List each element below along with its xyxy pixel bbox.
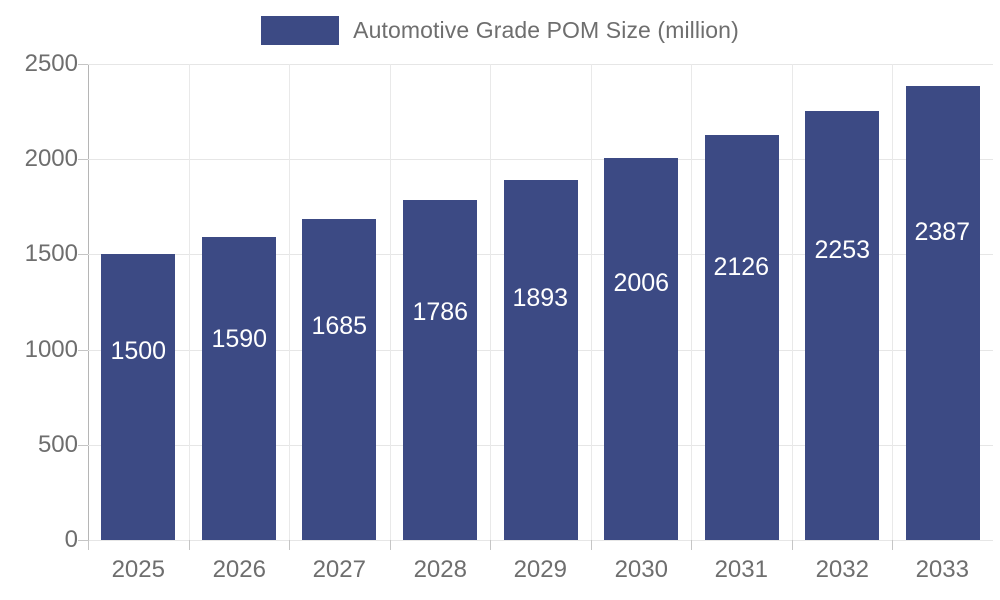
legend-swatch-automotive-grade-pom-size (261, 15, 340, 45)
x-axis-tick-mark (792, 540, 793, 550)
x-axis-tick-label: 2028 (413, 556, 467, 583)
bar[interactable] (906, 85, 980, 540)
gridline-vertical (792, 64, 793, 540)
y-axis-tick-label: 500 (37, 430, 78, 458)
bar[interactable] (604, 158, 678, 540)
gridline-horizontal (88, 540, 993, 541)
y-axis-tick-label: 2500 (24, 50, 78, 77)
plot-area: 1500 1590 1685 1786 1893 2006 2126 2253 2387 (88, 64, 993, 541)
x-axis-tick-mark (892, 540, 893, 550)
chart-legend: Automotive Grade POM Size (million) (0, 12, 1000, 48)
legend-label-automotive-grade-pom-size: Automotive Grade POM Size (million) (353, 16, 739, 43)
y-axis-tick-label: 2000 (24, 145, 78, 173)
y-axis-tick-mark (78, 254, 88, 256)
x-axis-tick-label: 2026 (212, 556, 266, 583)
x-axis-tick-mark (88, 540, 89, 550)
y-axis-tick-mark (78, 444, 88, 446)
x-axis-tick-label: 2032 (815, 556, 869, 583)
y-axis-tick-mark (78, 349, 88, 351)
x-axis-tick-label: 2031 (714, 556, 768, 583)
x-axis-tick-mark (189, 540, 190, 550)
x-axis-tick-mark (289, 540, 290, 550)
y-axis-tick-label: 1000 (24, 335, 78, 363)
bar-value-label: 1786 (412, 298, 469, 326)
gridline-vertical (892, 64, 893, 540)
y-axis-tick-mark (78, 159, 88, 161)
x-axis-tick-label: 2029 (513, 556, 567, 583)
bar[interactable] (805, 111, 879, 540)
bar[interactable] (202, 237, 276, 540)
bar[interactable] (705, 135, 779, 540)
bar[interactable] (504, 179, 578, 540)
bar[interactable] (302, 219, 376, 540)
x-axis-tick-label: 2030 (614, 556, 668, 583)
bar-value-label: 1590 (211, 325, 268, 353)
gridline-vertical (691, 64, 692, 540)
y-axis-tick-label: 1500 (24, 240, 78, 268)
x-axis-tick-mark (490, 540, 491, 550)
bar-value-label: 1685 (311, 312, 368, 340)
y-axis-tick-labels: 0 500 1000 1500 2000 2500 (0, 0, 78, 600)
gridline-vertical (390, 64, 391, 540)
gridline-vertical (189, 64, 190, 540)
y-axis-line (88, 64, 89, 550)
bar[interactable] (101, 254, 175, 540)
bar[interactable] (403, 199, 477, 540)
bar-value-label: 2006 (613, 269, 670, 297)
bar-value-label: 2387 (914, 218, 971, 246)
y-axis-tick-label: 0 (64, 526, 78, 553)
bar-value-label: 2126 (713, 253, 770, 281)
gridline-vertical (289, 64, 290, 540)
x-axis-tick-mark (591, 540, 592, 550)
gridline-horizontal (88, 159, 993, 161)
gridline-vertical (490, 64, 491, 540)
gridline-horizontal (88, 64, 993, 65)
y-axis-tick-mark (78, 540, 88, 541)
bar-value-label: 2253 (814, 236, 871, 264)
x-axis-tick-mark (390, 540, 391, 550)
x-axis-tick-label: 2027 (312, 556, 366, 583)
x-axis-tick-label: 2033 (915, 556, 969, 583)
gridline-vertical (591, 64, 592, 540)
x-axis-tick-label: 2025 (111, 556, 165, 583)
bar-value-label: 1500 (110, 337, 167, 365)
y-axis-tick-mark (78, 64, 88, 65)
x-axis-tick-mark (691, 540, 692, 550)
bar-value-label: 1893 (512, 284, 569, 312)
